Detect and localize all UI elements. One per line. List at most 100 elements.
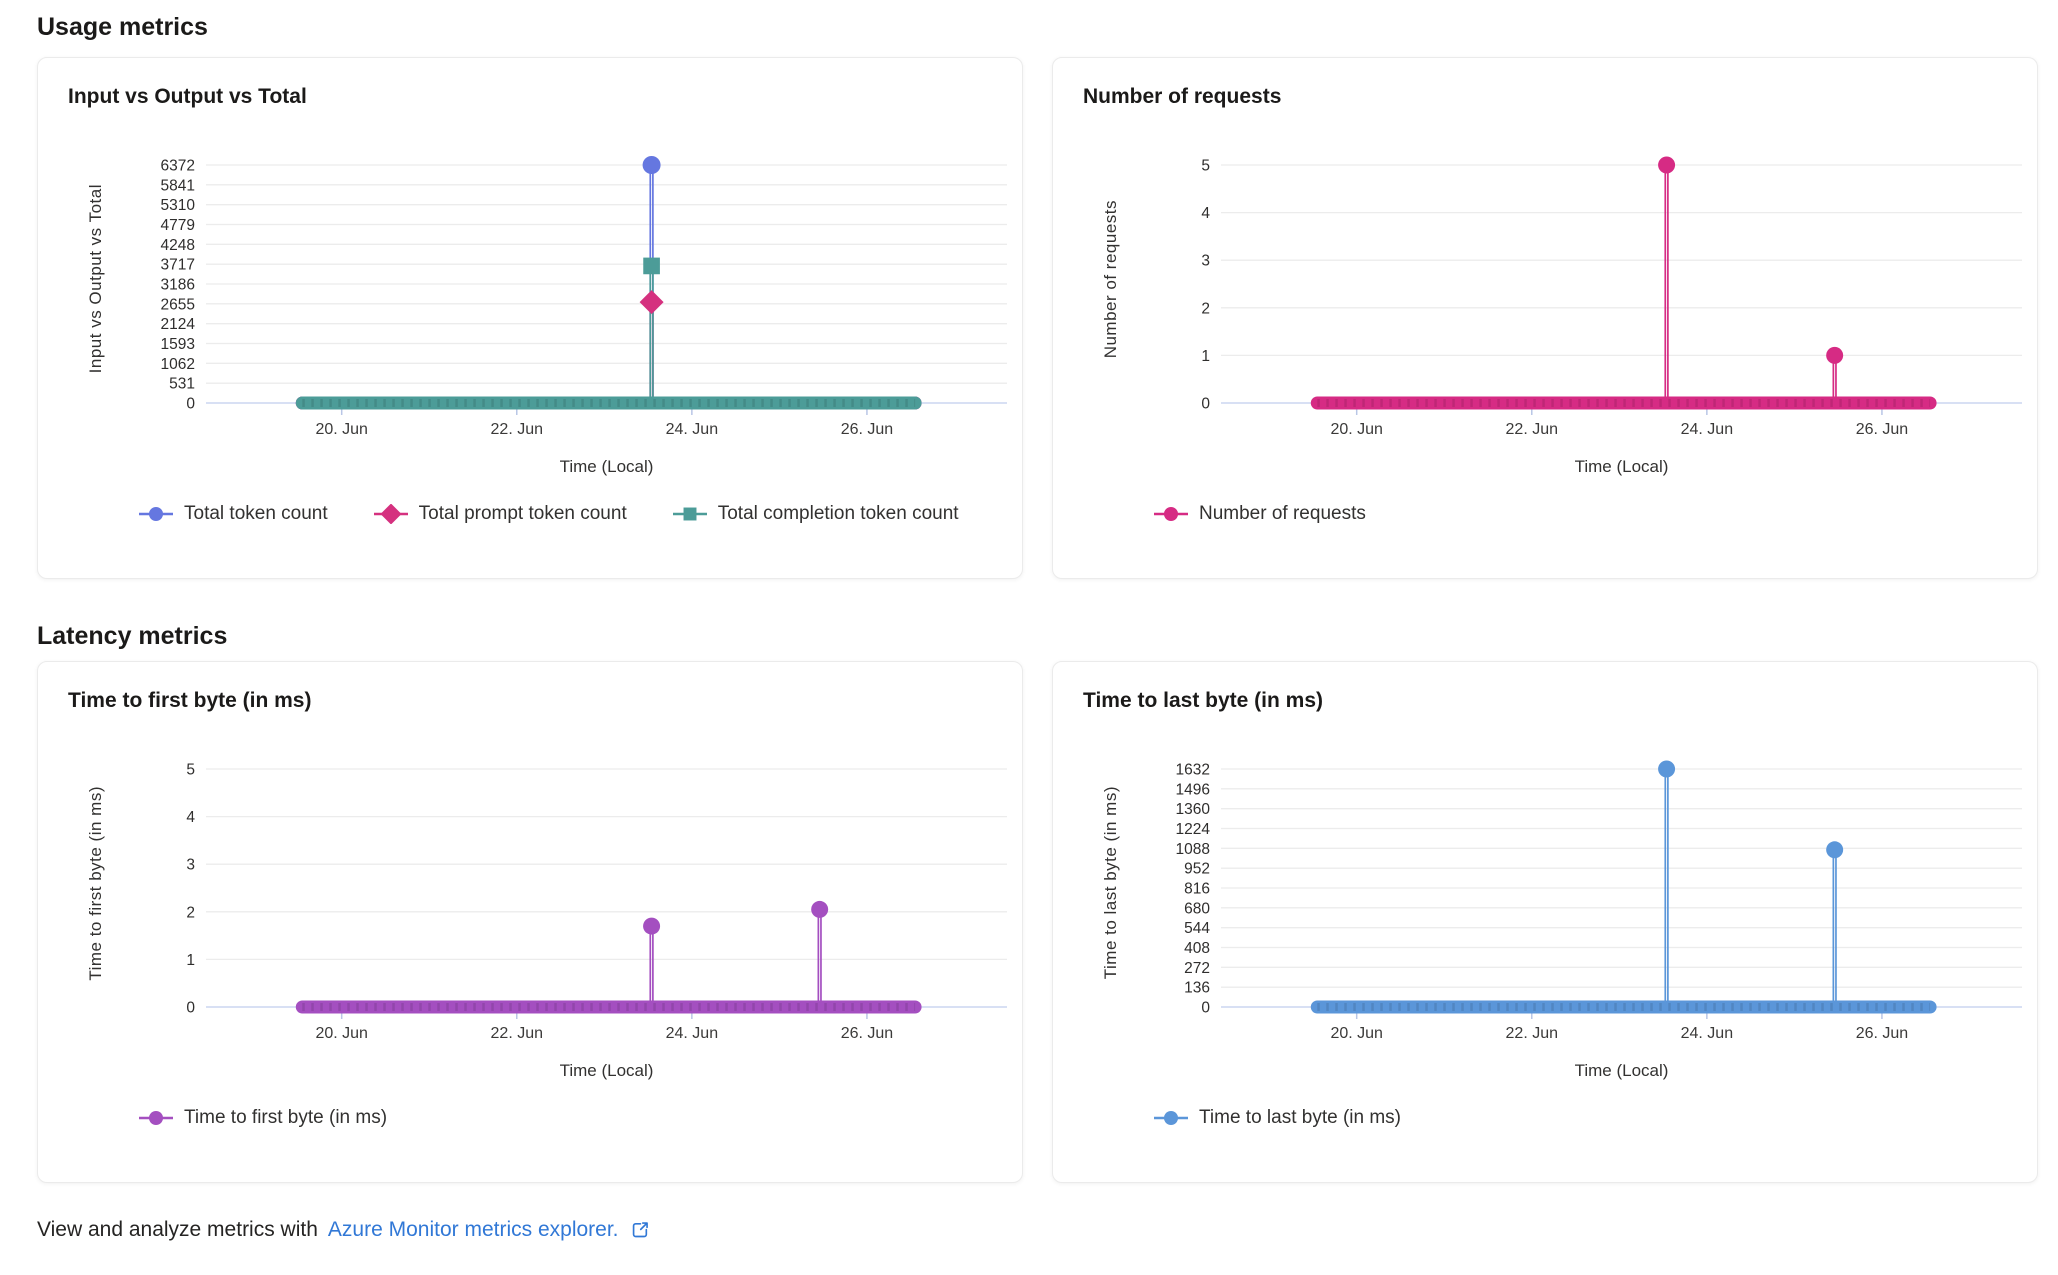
svg-text:26. Jun: 26. Jun — [841, 421, 893, 438]
svg-text:5841: 5841 — [161, 177, 195, 194]
legend-label: Total completion token count — [717, 503, 959, 524]
chart-plot-number-of-requests: 0 1 2 3 4 5 20. Jun 22. Jun 24. Jun 26. Jun — [1201, 156, 2022, 438]
legend-item-time-to-first-byte-in-ms[interactable]: Time to first byte (in ms) — [137, 1107, 387, 1129]
legend-marker-icon — [373, 504, 408, 524]
svg-text:2124: 2124 — [161, 316, 196, 333]
svg-text:1224: 1224 — [1176, 821, 1211, 838]
svg-text:0: 0 — [186, 396, 195, 413]
chart-legend: Total token count Total prompt token coun… — [137, 503, 1013, 525]
svg-text:544: 544 — [1184, 920, 1210, 937]
svg-text:408: 408 — [1184, 940, 1210, 957]
section-title-usage-metrics: Usage metrics — [37, 13, 208, 41]
svg-text:20. Jun: 20. Jun — [1330, 1025, 1382, 1042]
chart-card-time-to-first-byte: Time to first byte (in ms) Time to first… — [37, 661, 1023, 1183]
footer: View and analyze metrics with Azure Moni… — [37, 1217, 2046, 1243]
svg-text:4248: 4248 — [161, 237, 195, 254]
svg-text:1062: 1062 — [161, 356, 195, 373]
svg-text:4779: 4779 — [161, 217, 195, 234]
svg-text:0: 0 — [1201, 396, 1210, 413]
y-axis-title: Time to first byte (in ms) — [85, 785, 105, 981]
svg-text:1496: 1496 — [1176, 781, 1210, 798]
metrics-page: Usage metrics Input vs Output vs Total I… — [37, 13, 2046, 1243]
svg-text:22. Jun: 22. Jun — [1506, 421, 1558, 438]
chart-title-number-of-requests: Number of requests — [1083, 85, 1282, 108]
legend-label: Number of requests — [1199, 503, 1366, 524]
svg-text:26. Jun: 26. Jun — [1856, 1025, 1908, 1042]
svg-text:22. Jun: 22. Jun — [1506, 1025, 1558, 1042]
svg-text:531: 531 — [169, 376, 195, 393]
svg-text:2: 2 — [1201, 300, 1210, 317]
svg-text:1088: 1088 — [1176, 841, 1210, 858]
latency-metrics-grid: Time to first byte (in ms) Time to first… — [37, 661, 2046, 1183]
svg-text:1: 1 — [1201, 348, 1210, 365]
svg-text:3: 3 — [186, 857, 195, 874]
svg-text:3: 3 — [1201, 253, 1210, 270]
svg-text:1632: 1632 — [1176, 762, 1210, 779]
legend-label: Total token count — [184, 503, 328, 524]
svg-text:1593: 1593 — [161, 336, 195, 353]
svg-text:816: 816 — [1184, 881, 1210, 898]
external-link-icon[interactable] — [629, 1219, 651, 1241]
svg-text:1: 1 — [186, 952, 195, 969]
svg-text:136: 136 — [1184, 980, 1210, 997]
chart-title-input-output-total: Input vs Output vs Total — [68, 85, 307, 108]
legend-label: Time to first byte (in ms) — [184, 1107, 388, 1128]
chart-card-number-of-requests: Number of requests Number of requests 0 1… — [1052, 57, 2038, 579]
x-axis-title: Time (Local) — [1574, 457, 1669, 476]
svg-text:5: 5 — [186, 762, 195, 779]
svg-text:24. Jun: 24. Jun — [666, 1025, 718, 1042]
azure-monitor-link[interactable]: Azure Monitor metrics explorer. — [328, 1217, 651, 1243]
chart-card-input-output-total: Input vs Output vs Total Input vs Output… — [37, 57, 1023, 579]
svg-text:4: 4 — [186, 809, 195, 826]
legend-marker-icon — [1154, 507, 1188, 521]
chart-title-time-to-first-byte: Time to first byte (in ms) — [68, 689, 312, 712]
y-axis-title: Number of requests — [1100, 199, 1120, 359]
legend-marker-icon — [672, 507, 707, 521]
legend-item-total-token-count[interactable]: Total token count — [137, 503, 328, 525]
svg-text:4: 4 — [1201, 205, 1210, 222]
svg-text:680: 680 — [1184, 900, 1210, 917]
legend-item-total-prompt-token-count[interactable]: Total prompt token count — [372, 503, 627, 525]
legend-label: Total prompt token count — [418, 503, 627, 524]
svg-text:5: 5 — [1201, 158, 1210, 175]
chart-plot-time-to-first-byte: 0 1 2 3 4 5 20. Jun 22. Jun 24. Jun 26. Jun — [186, 762, 1007, 1042]
svg-text:5310: 5310 — [161, 197, 196, 214]
legend-label: Time to last byte (in ms) — [1199, 1107, 1402, 1128]
legend-marker-icon — [139, 507, 173, 521]
svg-text:6372: 6372 — [161, 158, 195, 175]
svg-text:3186: 3186 — [161, 277, 195, 294]
section-title-latency-metrics: Latency metrics — [37, 622, 228, 650]
x-axis-title: Time (Local) — [1574, 1061, 1669, 1080]
svg-text:24. Jun: 24. Jun — [1681, 421, 1733, 438]
svg-text:0: 0 — [186, 1000, 195, 1017]
svg-text:2655: 2655 — [161, 296, 195, 313]
svg-text:3717: 3717 — [161, 257, 195, 274]
chart-legend: Number of requests — [1152, 503, 2028, 525]
svg-text:26. Jun: 26. Jun — [841, 1025, 893, 1042]
y-axis-title: Input vs Output vs Total — [85, 184, 105, 374]
legend-item-number-of-requests[interactable]: Number of requests — [1152, 503, 1366, 525]
usage-metrics-grid: Input vs Output vs Total Input vs Output… — [37, 57, 2046, 579]
svg-text:24. Jun: 24. Jun — [1681, 1025, 1733, 1042]
svg-text:952: 952 — [1184, 861, 1210, 878]
svg-text:272: 272 — [1184, 960, 1210, 977]
svg-text:20. Jun: 20. Jun — [1330, 421, 1382, 438]
chart-plot-time-to-last-byte: 0 136 272 408 544 680 816 952 1088 1224 1360 1496 16… — [1176, 760, 2022, 1042]
svg-text:2: 2 — [186, 904, 195, 921]
svg-text:20. Jun: 20. Jun — [315, 421, 367, 438]
legend-item-time-to-last-byte-in-ms[interactable]: Time to last byte (in ms) — [1152, 1107, 1401, 1129]
chart-title-time-to-last-byte: Time to last byte (in ms) — [1083, 689, 1323, 712]
svg-text:0: 0 — [1201, 1000, 1210, 1017]
svg-text:20. Jun: 20. Jun — [315, 1025, 367, 1042]
x-axis-title: Time (Local) — [559, 1061, 654, 1080]
legend-marker-icon — [139, 1111, 173, 1125]
legend-item-total-completion-token-count[interactable]: Total completion token count — [671, 503, 959, 525]
chart-legend: Time to first byte (in ms) — [137, 1107, 1013, 1129]
svg-text:26. Jun: 26. Jun — [1856, 421, 1908, 438]
svg-text:1360: 1360 — [1176, 801, 1211, 818]
x-axis-title: Time (Local) — [559, 457, 654, 476]
svg-text:24. Jun: 24. Jun — [666, 421, 718, 438]
svg-text:22. Jun: 22. Jun — [491, 421, 543, 438]
svg-text:22. Jun: 22. Jun — [491, 1025, 543, 1042]
chart-plot-input-output-total: 0 531 1062 1593 2124 2655 3186 3717 4248 4779 5310… — [161, 156, 1007, 438]
